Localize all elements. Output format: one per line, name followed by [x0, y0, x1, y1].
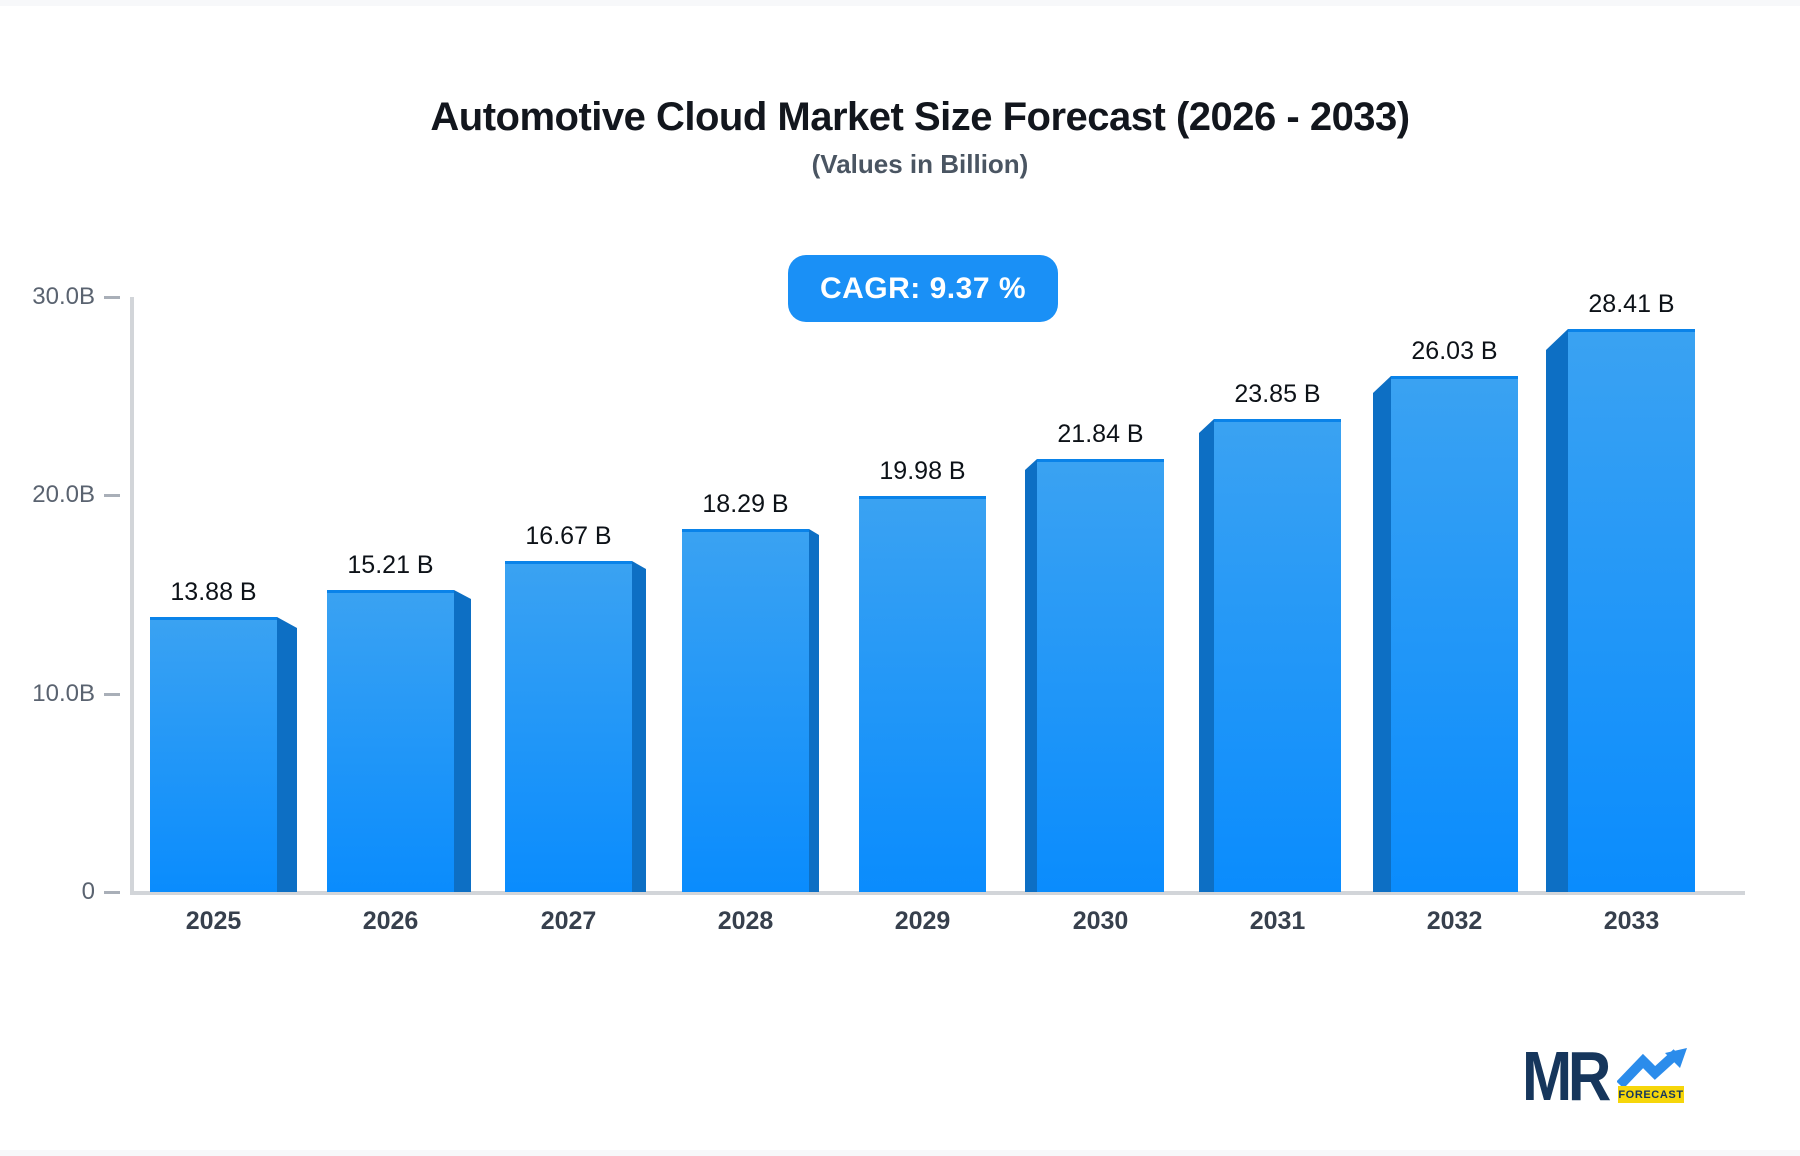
bar-2027[interactable]	[505, 561, 632, 892]
x-axis-line	[130, 891, 1745, 895]
chart-canvas: Automotive Cloud Market Size Forecast (2…	[0, 6, 1800, 1150]
logo-tag-label: FORECAST	[1618, 1088, 1684, 1101]
x-axis-label-2026: 2026	[362, 907, 419, 935]
chart-title: Automotive Cloud Market Size Forecast (2…	[430, 95, 1410, 139]
x-axis-label-2028: 2028	[717, 907, 774, 935]
logo-text: MR	[1522, 1037, 1611, 1115]
bar-3d-side-2032	[1373, 376, 1391, 892]
bar-3d-side-2025	[277, 617, 297, 892]
bar-2028[interactable]	[682, 529, 809, 892]
y-tick-label: 0	[81, 878, 95, 905]
logo-forecast-tag: FORECAST	[1618, 1086, 1684, 1103]
x-axis-label-2027: 2027	[540, 907, 597, 935]
bar-value-label: 26.03 B	[1411, 337, 1498, 365]
bar-2026[interactable]	[327, 590, 454, 892]
y-tick-mark	[104, 296, 120, 300]
x-axis-label-2031: 2031	[1249, 907, 1306, 935]
bar-value-label: 19.98 B	[879, 457, 966, 485]
bar-value-label: 16.67 B	[525, 522, 612, 550]
x-axis-label-2032: 2032	[1426, 907, 1483, 935]
trend-up-arrow-icon	[1617, 1048, 1687, 1088]
chart-header: Automotive Cloud Market Size Forecast (2…	[95, 94, 1745, 180]
bar-2032[interactable]	[1391, 376, 1518, 892]
bar-3d-side-2030	[1025, 459, 1037, 892]
bar-3d-side-2031	[1199, 419, 1214, 892]
x-axis-label-2029: 2029	[894, 907, 951, 935]
y-tick-mark	[104, 494, 120, 498]
bar-2025[interactable]	[150, 617, 277, 892]
bar-value-label: 13.88 B	[170, 578, 257, 606]
bar-3d-side-2027	[632, 561, 646, 892]
bar-2031[interactable]	[1214, 419, 1341, 892]
bar-value-label: 23.85 B	[1234, 380, 1321, 408]
bar-value-label: 21.84 B	[1057, 420, 1144, 448]
x-axis-label-2030: 2030	[1072, 907, 1129, 935]
x-axis-label-2025: 2025	[185, 907, 242, 935]
bar-3d-side-2033	[1546, 329, 1568, 892]
y-tick-label: 20.0B	[32, 481, 95, 509]
y-tick-mark	[104, 692, 120, 696]
bar-3d-side-2026	[454, 590, 471, 892]
bar-value-label: 18.29 B	[702, 490, 789, 518]
x-axis-label-2033: 2033	[1603, 907, 1660, 935]
mr-forecast-logo: MR FORECAST	[1522, 1037, 1700, 1115]
bar-3d-side-2028	[809, 529, 819, 892]
bar-value-label: 15.21 B	[347, 551, 434, 579]
y-tick-label: 10.0B	[32, 679, 95, 707]
bar-value-label: 28.41 B	[1588, 290, 1675, 318]
y-tick-mark	[104, 891, 120, 894]
bar-2033[interactable]	[1568, 329, 1695, 892]
bar-2030[interactable]	[1037, 459, 1164, 892]
y-axis-line	[130, 297, 134, 895]
y-tick-label: 30.0B	[32, 283, 95, 311]
bar-2029[interactable]	[859, 496, 986, 892]
cagr-badge: CAGR: 9.37 %	[788, 255, 1058, 322]
chart-subtitle: (Values in Billion)	[811, 149, 1029, 179]
cagr-badge-label: CAGR: 9.37 %	[819, 271, 1027, 305]
